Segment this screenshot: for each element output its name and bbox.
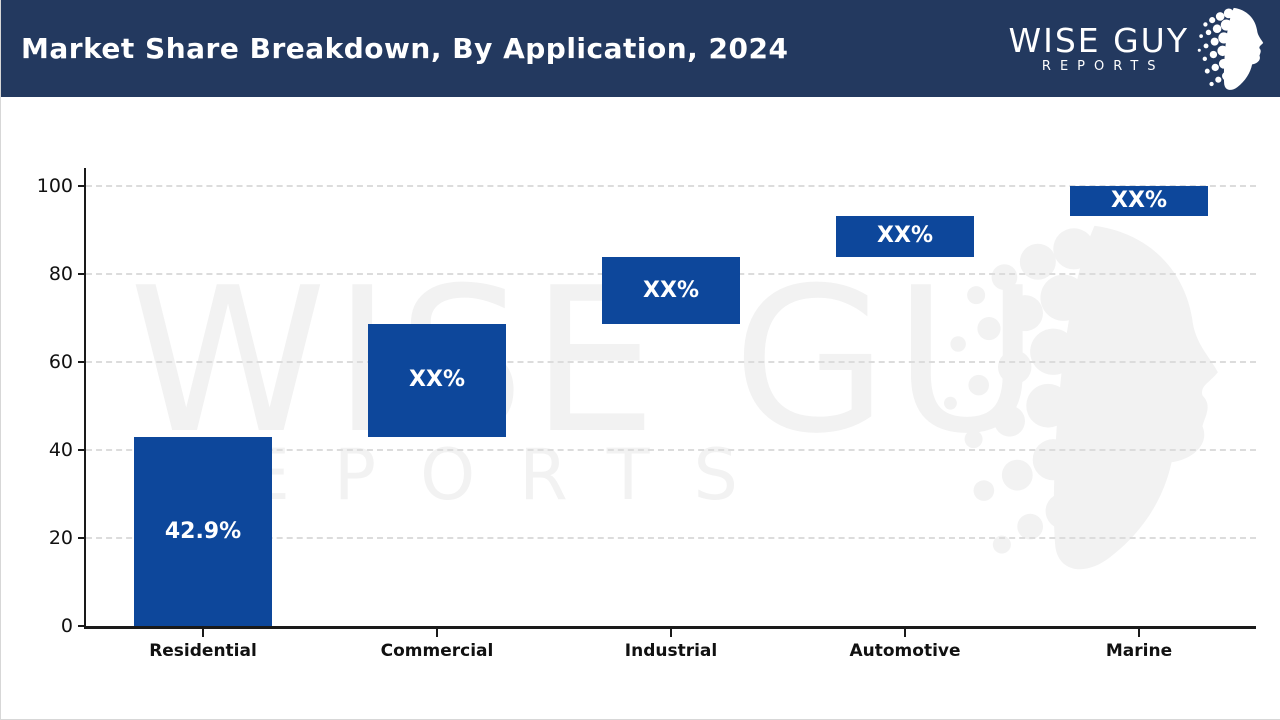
y-axis-tick: [78, 272, 86, 275]
bar-value-label: XX%: [1111, 187, 1167, 213]
header-bar: Market Share Breakdown, By Application, …: [1, 0, 1280, 97]
bar-value-label: XX%: [409, 367, 465, 393]
x-axis-category-label: Residential: [149, 641, 257, 661]
x-axis-tick: [670, 629, 672, 637]
x-axis-tick: [1138, 629, 1140, 637]
y-axis-tick-label: 80: [48, 262, 73, 285]
logo-wordmark: WISE GUY REPORTS: [1008, 24, 1189, 73]
y-axis-tick-label: 100: [36, 174, 73, 197]
y-axis-line: [84, 168, 86, 628]
y-axis-tick: [78, 625, 86, 627]
bar-commercial: XX%: [368, 323, 506, 438]
chart-title: Market Share Breakdown, By Application, …: [21, 32, 789, 65]
y-axis-tick-label: 40: [48, 438, 73, 461]
logo-line2: REPORTS: [1041, 59, 1165, 74]
wiseguy-logo: WISE GUY REPORTS: [1008, 6, 1267, 92]
bar-value-label: XX%: [643, 277, 699, 303]
y-axis-tick: [78, 184, 86, 187]
bar-industrial: XX%: [602, 257, 740, 324]
x-axis-category-label: Commercial: [380, 641, 494, 661]
y-axis-tick-label: 0: [60, 615, 73, 637]
y-axis-tick-label: 60: [48, 350, 73, 373]
gridline: [86, 360, 1256, 363]
gridline: [86, 536, 1256, 539]
x-axis-category-label: Industrial: [624, 641, 718, 661]
y-axis-tick: [78, 536, 86, 539]
logo-face-icon: [1197, 7, 1264, 90]
bar-marine: XX%: [1070, 185, 1208, 216]
x-axis-category-label: Automotive: [849, 641, 961, 661]
bar-residential: 42.9%: [134, 437, 272, 626]
bar-automotive: XX%: [836, 215, 974, 258]
x-axis-tick: [202, 629, 204, 637]
logo-line1: WISE GUY: [1008, 21, 1189, 60]
x-axis-tick: [436, 629, 438, 637]
gridline: [86, 448, 1256, 451]
y-axis-tick-label: 20: [48, 526, 73, 549]
y-axis-tick: [78, 360, 86, 363]
bar-value-label: 42.9%: [164, 518, 242, 544]
x-axis-tick: [904, 629, 906, 637]
x-axis-line: [84, 626, 1256, 629]
x-axis-category-label: Marine: [1105, 641, 1173, 661]
gridline: [86, 184, 1256, 187]
y-axis-tick: [78, 448, 86, 451]
bar-value-label: XX%: [877, 223, 933, 249]
